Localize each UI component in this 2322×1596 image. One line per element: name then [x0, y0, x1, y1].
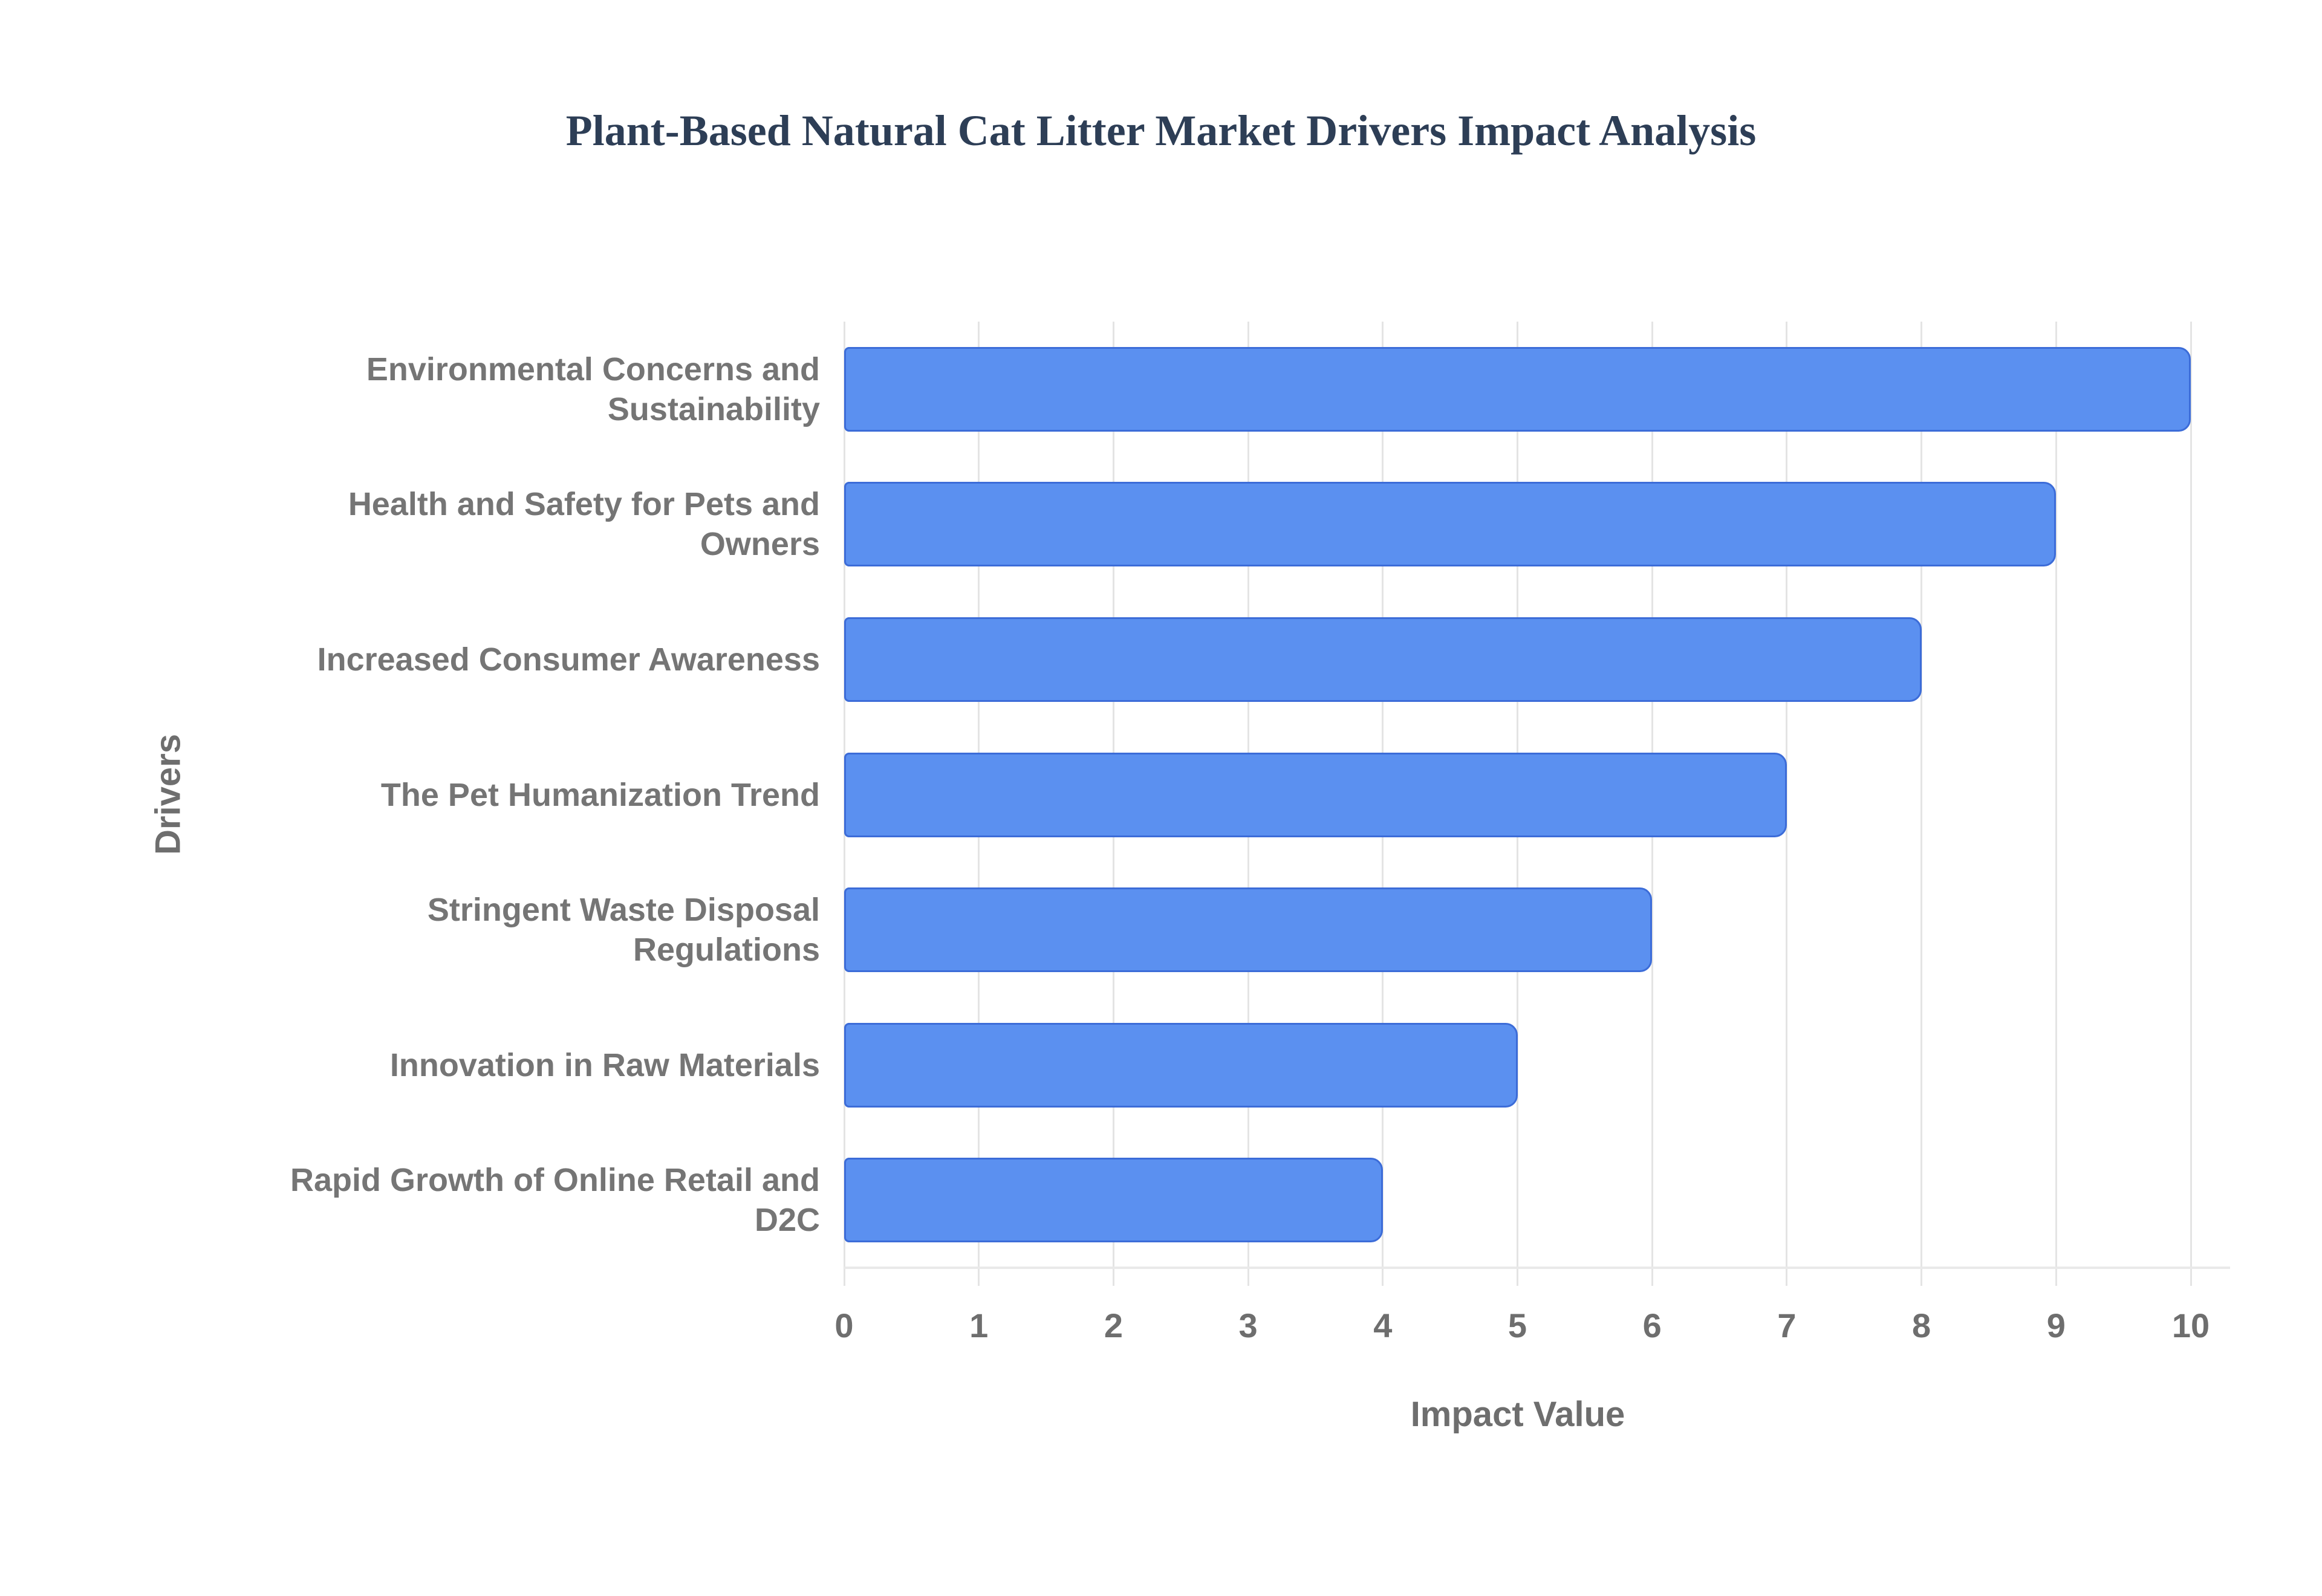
- bar: [844, 617, 1922, 702]
- plot-area: [843, 322, 2237, 1286]
- category-label: Environmental Concerns and Sustainabilit…: [366, 351, 820, 427]
- bar: [844, 482, 2057, 567]
- gridline: [2190, 322, 2192, 1286]
- bar: [844, 346, 2191, 432]
- x-tick-label: 7: [1777, 1306, 1797, 1345]
- x-tick-label: 2: [1104, 1306, 1123, 1345]
- category-label: The Pet Humanization Trend: [380, 776, 820, 813]
- x-tick-label: 8: [1912, 1306, 1931, 1345]
- x-tick-label: 5: [1507, 1306, 1527, 1345]
- chart-title: Plant-Based Natural Cat Litter Market Dr…: [565, 106, 1757, 155]
- x-tick-label: 1: [969, 1306, 989, 1345]
- bar: [844, 752, 1787, 837]
- x-tick-label: 0: [834, 1306, 854, 1345]
- x-axis-title: Impact Value: [1410, 1395, 1625, 1434]
- gridline: [1786, 322, 1788, 1286]
- gridline: [2055, 322, 2057, 1286]
- category-label: Rapid Growth of Online Retail and D2C: [290, 1162, 820, 1239]
- bar: [844, 1158, 1383, 1243]
- y-axis-title: Drivers: [148, 734, 188, 855]
- x-tick-label: 6: [1642, 1306, 1662, 1345]
- category-label: Stringent Waste Disposal Regulations: [427, 892, 820, 968]
- bar: [844, 1022, 1518, 1108]
- x-axis-line: [844, 1267, 2230, 1269]
- category-label: Health and Safety for Pets and Owners: [348, 486, 820, 563]
- bar: [844, 887, 1653, 973]
- x-tick-label: 4: [1373, 1306, 1393, 1345]
- gridline: [1920, 322, 1923, 1286]
- x-tick-label: 3: [1238, 1306, 1258, 1345]
- x-tick-label: 9: [2046, 1306, 2066, 1345]
- x-tick-label: 10: [2171, 1306, 2210, 1345]
- category-label: Innovation in Raw Materials: [389, 1046, 820, 1083]
- category-label: Increased Consumer Awareness: [317, 641, 820, 678]
